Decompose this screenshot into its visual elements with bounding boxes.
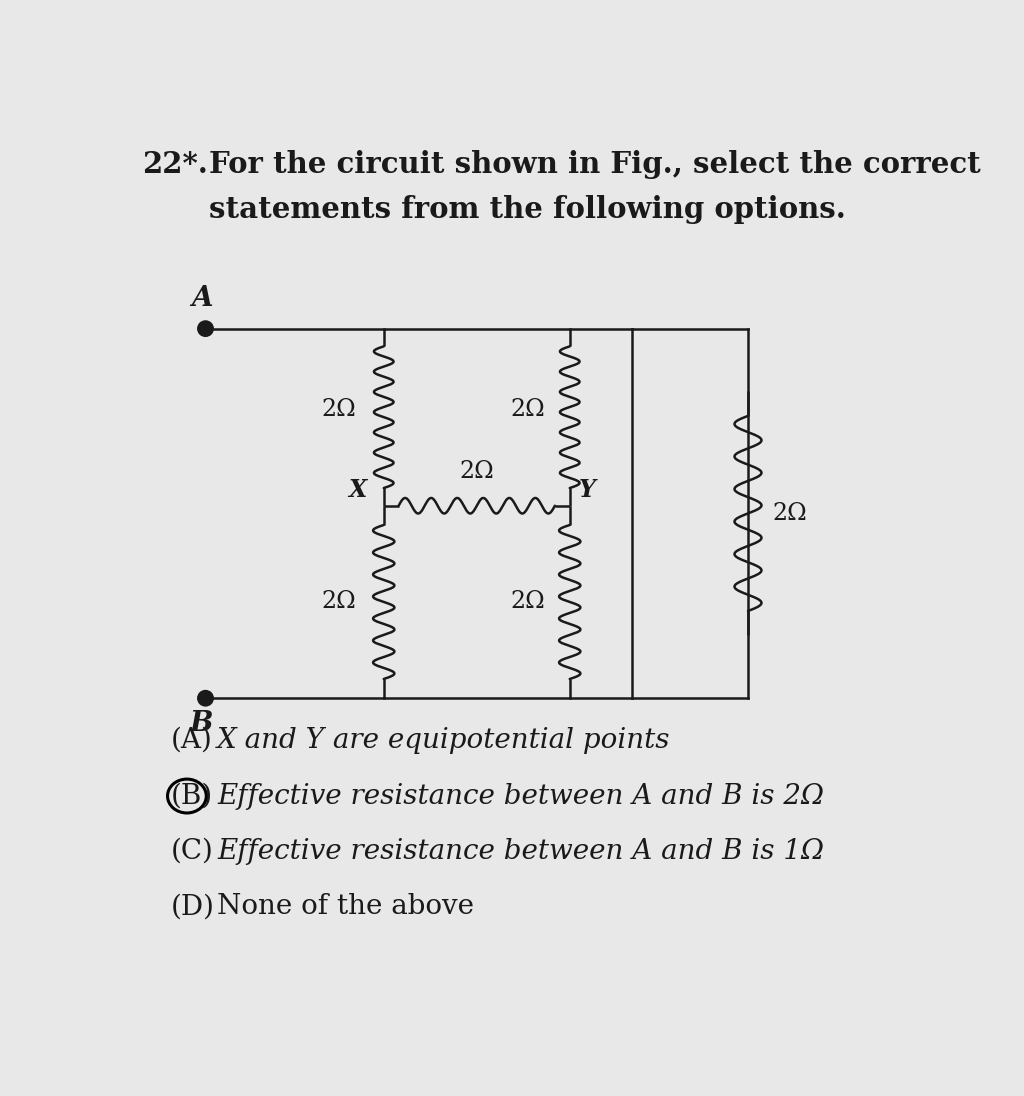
Text: X and Y are equipotential points: X and Y are equipotential points [217, 727, 671, 754]
Text: Y: Y [579, 478, 596, 502]
Circle shape [198, 690, 213, 706]
Text: 2Ω: 2Ω [322, 591, 356, 614]
Text: 2Ω: 2Ω [510, 591, 545, 614]
Text: 2Ω: 2Ω [773, 502, 808, 525]
Text: Effective resistance between A and B is 2Ω: Effective resistance between A and B is … [217, 783, 824, 810]
Text: X: X [348, 478, 367, 502]
Text: (D): (D) [171, 893, 215, 921]
Text: None of the above: None of the above [217, 893, 474, 921]
Text: B: B [189, 710, 213, 737]
Text: (B): (B) [171, 783, 213, 810]
Text: (A): (A) [171, 727, 213, 754]
Text: 22*.: 22*. [142, 150, 208, 179]
Text: For the circuit shown in Fig., select the correct: For the circuit shown in Fig., select th… [209, 150, 981, 179]
Text: 2Ω: 2Ω [322, 398, 356, 421]
Text: 2Ω: 2Ω [510, 398, 545, 421]
Text: (C): (C) [171, 838, 213, 865]
Text: statements from the following options.: statements from the following options. [209, 195, 846, 224]
Circle shape [198, 321, 213, 336]
Text: A: A [190, 285, 212, 311]
Text: 2Ω: 2Ω [460, 459, 495, 482]
Text: Effective resistance between A and B is 1Ω: Effective resistance between A and B is … [217, 838, 824, 865]
